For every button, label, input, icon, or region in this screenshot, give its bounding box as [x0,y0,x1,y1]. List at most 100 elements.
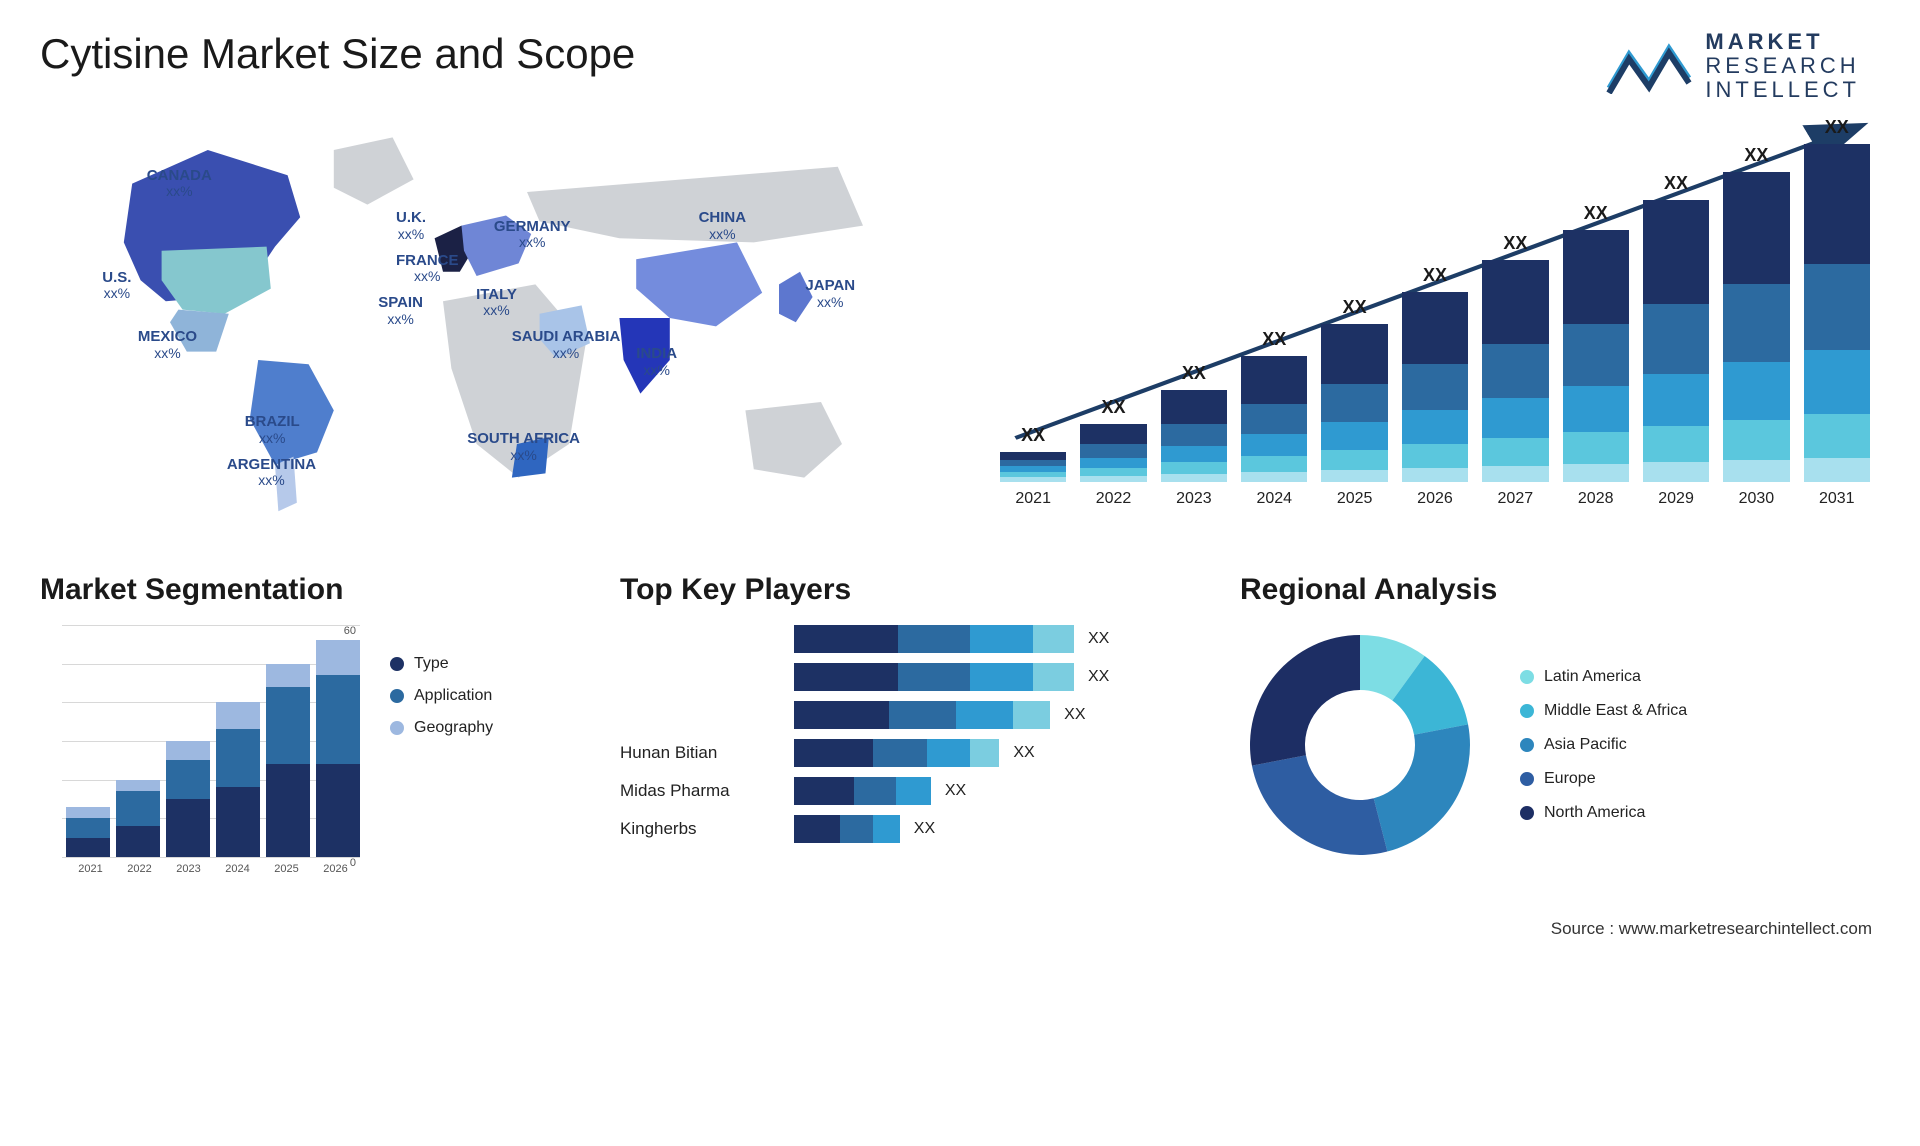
growth-bar-segment [1321,324,1387,384]
growth-bar-value: XX [1423,265,1447,286]
x-axis-label: 2026 [323,863,347,875]
segmentation-chart: 0102030405060202120222023202420252026 [40,625,360,885]
segmentation-bar-segment [316,640,360,675]
growth-bar-xlabel: 2022 [1096,490,1132,508]
player-bar-segment [889,701,955,729]
donut-slice [1250,635,1360,766]
segmentation-bar-segment [116,791,160,826]
logo-mark-icon [1605,38,1693,94]
growth-bar-segment [1402,410,1468,444]
segmentation-bar-segment [216,787,260,857]
growth-bar-value: XX [1182,363,1206,384]
growth-bar-column: XX 2021 [1000,425,1066,508]
map-label: SAUDI ARABIAxx% [512,329,621,361]
growth-bar-segment [1402,364,1468,410]
growth-bar-value: XX [1343,297,1367,318]
legend-label: Europe [1544,770,1596,788]
legend-item: Type [390,655,493,673]
segmentation-bar-segment [166,760,210,799]
player-bar-segment [794,739,873,767]
legend-item: Geography [390,719,493,737]
map-region-us [162,247,271,314]
growth-bar-value: XX [1825,117,1849,138]
growth-bar-column: XX2027 [1482,233,1548,508]
logo-text: MARKET RESEARCH INTELLECT [1705,30,1860,103]
player-bar-segment [1033,625,1074,653]
map-region-cn [636,242,762,326]
growth-bar-column: XX 2025 [1321,297,1387,508]
growth-bar-segment [1482,438,1548,466]
legend-item: North America [1520,804,1687,822]
growth-bar-segment [1241,356,1307,404]
growth-bar-segment [1080,468,1146,476]
growth-bar-segment [1804,458,1870,482]
player-bar-segment [898,663,971,691]
growth-bar-xlabel: 2024 [1256,490,1292,508]
segmentation-bar-segment [216,729,260,787]
x-axis-label: 2022 [127,863,151,875]
growth-bar-column: XX2022 [1080,397,1146,508]
legend-swatch [1520,738,1534,752]
growth-bar-xlabel: 2023 [1176,490,1212,508]
growth-bar-segment [1241,404,1307,434]
growth-bar-segment [1482,466,1548,482]
player-bar-segment [898,625,971,653]
growth-bar-chart: XX2021XX2022XX2023XX2024XX2025XX2026XX20… [990,128,1880,508]
player-bar-segment [896,777,931,805]
donut-slice [1374,724,1470,851]
player-bar-value: XX [945,782,966,800]
player-bar-value: XX [1064,706,1085,724]
growth-bar-value: XX [1021,425,1045,446]
growth-bar-xlabel: 2027 [1498,490,1534,508]
source-attribution: Source : www.marketresearchintellect.com [40,919,1880,939]
growth-bar-xlabel: 2025 [1337,490,1373,508]
legend-item: Middle East & Africa [1520,702,1687,720]
regional-title: Regional Analysis [1240,573,1880,607]
growth-bar-segment [1321,384,1387,422]
growth-bar-value: XX [1664,173,1688,194]
segmentation-bar-column [266,664,310,857]
page-title: Cytisine Market Size and Scope [40,30,1880,78]
legend-item: Latin America [1520,668,1687,686]
growth-bar-segment [1080,476,1146,482]
player-bar-segment [794,777,854,805]
player-bar-segment [970,625,1032,653]
growth-bar-segment [1161,390,1227,424]
growth-bar-segment [1321,422,1387,450]
map-region-gl [334,137,414,204]
legend-swatch [390,689,404,703]
map-label: MEXICOxx% [138,329,197,361]
legend-label: Type [414,655,449,673]
map-label: SPAINxx% [378,295,423,327]
player-bar-segment [970,739,999,767]
growth-bar-value: XX [1744,145,1768,166]
key-players-panel: Top Key Players Hunan BitianMidas Pharma… [620,573,1180,847]
player-bar-row: XX [794,625,1180,653]
segmentation-bar-column [116,780,160,857]
key-players-labels: Hunan BitianMidas PharmaKingherbs [620,625,770,847]
growth-bar-segment [1321,450,1387,470]
map-region-ru [527,167,863,243]
player-bar-segment [1013,701,1050,729]
legend-swatch [390,721,404,735]
regional-donut-chart [1240,625,1480,865]
segmentation-bar-column [316,640,360,857]
segmentation-bar-segment [316,675,360,764]
segmentation-panel: Market Segmentation 01020304050602021202… [40,573,560,885]
map-label: CANADAxx% [147,168,212,200]
legend-label: Application [414,687,492,705]
growth-bar-xlabel: 2021 [1015,490,1051,508]
segmentation-bar-column [166,741,210,857]
world-map-panel: CANADAxx%U.S.xx%MEXICOxx%BRAZILxx%ARGENT… [40,108,930,533]
player-bar-row: XX [794,663,1180,691]
player-bar-segment [794,663,898,691]
growth-bar-segment [1723,172,1789,284]
growth-bar-segment [1241,434,1307,456]
map-label: GERMANYxx% [494,219,571,251]
regional-panel: Regional Analysis Latin America Middle Ea… [1240,573,1880,865]
map-label: JAPANxx% [805,278,855,310]
legend-swatch [1520,772,1534,786]
map-label: BRAZILxx% [245,414,300,446]
growth-bar-column: XX2026 [1402,265,1468,508]
segmentation-bar-segment [316,764,360,857]
